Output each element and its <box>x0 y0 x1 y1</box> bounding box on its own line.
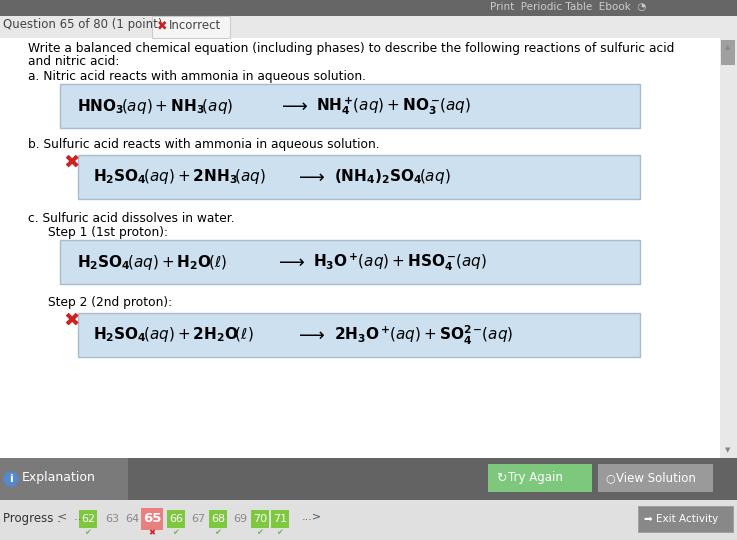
Text: $\mathbf{2H_3O^+}\!\left(aq\right)+\mathbf{SO_4^{2-}}\!\left(aq\right)$: $\mathbf{2H_3O^+}\!\left(aq\right)+\math… <box>334 323 514 347</box>
Text: i: i <box>9 474 13 484</box>
Text: b. Sulfuric acid reacts with ammonia in aqueous solution.: b. Sulfuric acid reacts with ammonia in … <box>28 138 380 151</box>
Bar <box>720 38 737 458</box>
Text: ✖: ✖ <box>63 311 80 330</box>
Text: Explanation: Explanation <box>22 471 96 484</box>
Text: 67: 67 <box>191 514 205 524</box>
Bar <box>0 16 737 38</box>
Bar <box>251 510 269 528</box>
Bar <box>79 510 97 528</box>
Bar <box>78 155 640 199</box>
Text: Write a balanced chemical equation (including phases) to describe the following : Write a balanced chemical equation (incl… <box>28 42 674 55</box>
Text: 68: 68 <box>211 514 225 524</box>
Bar <box>0 500 737 540</box>
Text: $\mathbf{H_2SO_4}\!\left(aq\right)+\mathbf{2H_2O}\!\left(\ell\right)$: $\mathbf{H_2SO_4}\!\left(aq\right)+\math… <box>93 326 254 345</box>
Text: Try Again: Try Again <box>508 471 563 484</box>
Text: ✔: ✔ <box>214 528 222 537</box>
Text: Progress :: Progress : <box>3 512 61 525</box>
Text: $\longrightarrow$: $\longrightarrow$ <box>275 253 305 271</box>
Bar <box>167 510 185 528</box>
Text: a. Nitric acid reacts with ammonia in aqueous solution.: a. Nitric acid reacts with ammonia in aq… <box>28 70 366 83</box>
Bar <box>60 240 640 284</box>
Text: ▲: ▲ <box>725 44 730 50</box>
Bar <box>0 458 128 500</box>
Text: ✖: ✖ <box>63 153 80 172</box>
Text: $\longrightarrow$: $\longrightarrow$ <box>278 97 308 115</box>
Text: $\mathbf{H_3O^+}\!\left(aq\right)+\mathbf{HSO_4^-}\!\left(aq\right)$: $\mathbf{H_3O^+}\!\left(aq\right)+\mathb… <box>313 251 487 273</box>
Bar <box>0 0 737 16</box>
Text: ✖: ✖ <box>157 19 167 32</box>
Text: ...>: ...> <box>302 512 322 522</box>
Text: and nitric acid:: and nitric acid: <box>28 55 119 68</box>
Text: Question 65 of 80 (1 point): Question 65 of 80 (1 point) <box>3 18 162 31</box>
Bar <box>0 458 737 500</box>
Text: 69: 69 <box>233 514 247 524</box>
Text: ↻: ↻ <box>496 471 506 484</box>
Text: Step 2 (2nd proton):: Step 2 (2nd proton): <box>48 296 172 309</box>
Text: $\longrightarrow$: $\longrightarrow$ <box>295 168 326 186</box>
Text: ✔: ✔ <box>172 528 180 537</box>
Text: View Solution: View Solution <box>616 471 696 484</box>
Bar <box>0 500 737 540</box>
Text: ✔: ✔ <box>85 528 91 537</box>
Text: 66: 66 <box>169 514 183 524</box>
Text: ➡ Exit Activity: ➡ Exit Activity <box>644 514 719 524</box>
Text: Incorrect: Incorrect <box>169 19 221 32</box>
Bar <box>271 510 289 528</box>
Text: $\mathbf{NH_4^+}\!\left(aq\right)+\mathbf{NO_3^-}\!\left(aq\right)$: $\mathbf{NH_4^+}\!\left(aq\right)+\mathb… <box>316 95 471 117</box>
Text: $\mathbf{H_2SO_4}\!\left(aq\right)+\mathbf{H_2O}\!\left(\ell\right)$: $\mathbf{H_2SO_4}\!\left(aq\right)+\math… <box>77 253 227 272</box>
Text: 65: 65 <box>143 512 161 525</box>
Text: ✔: ✔ <box>276 528 284 537</box>
Bar <box>152 16 230 38</box>
Text: 64: 64 <box>125 514 139 524</box>
Bar <box>598 464 713 492</box>
Bar <box>0 38 720 458</box>
Bar <box>209 510 227 528</box>
Text: $\longrightarrow$: $\longrightarrow$ <box>295 326 326 344</box>
Bar <box>78 313 640 357</box>
Text: 70: 70 <box>253 514 267 524</box>
Text: Step 1 (1st proton):: Step 1 (1st proton): <box>48 226 168 239</box>
Text: ✔: ✔ <box>256 528 264 537</box>
Text: Print  Periodic Table  Ebook  ◔: Print Periodic Table Ebook ◔ <box>490 2 646 12</box>
Text: ✖: ✖ <box>148 528 156 537</box>
Text: $\mathbf{HNO_3}\!\left(aq\right)+\mathbf{NH_3}\!\left(aq\right)$: $\mathbf{HNO_3}\!\left(aq\right)+\mathbf… <box>77 97 234 116</box>
Bar <box>141 508 163 530</box>
Text: ○: ○ <box>605 473 615 483</box>
Text: <  ...: < ... <box>58 512 85 522</box>
Text: ▼: ▼ <box>725 447 730 453</box>
Bar <box>60 84 640 128</box>
Text: c. Sulfuric acid dissolves in water.: c. Sulfuric acid dissolves in water. <box>28 212 234 225</box>
Bar <box>638 506 733 532</box>
Text: $\mathbf{H_2SO_4}\!\left(aq\right)+\mathbf{2NH_3}\!\left(aq\right)$: $\mathbf{H_2SO_4}\!\left(aq\right)+\math… <box>93 167 266 186</box>
Text: 63: 63 <box>105 514 119 524</box>
Text: 62: 62 <box>81 514 95 524</box>
Text: 71: 71 <box>273 514 287 524</box>
Bar <box>721 40 735 65</box>
Circle shape <box>4 472 18 486</box>
Bar <box>488 464 592 492</box>
Text: $\mathbf{(NH_4)_2SO_4}\!\left(aq\right)$: $\mathbf{(NH_4)_2SO_4}\!\left(aq\right)$ <box>334 167 450 186</box>
